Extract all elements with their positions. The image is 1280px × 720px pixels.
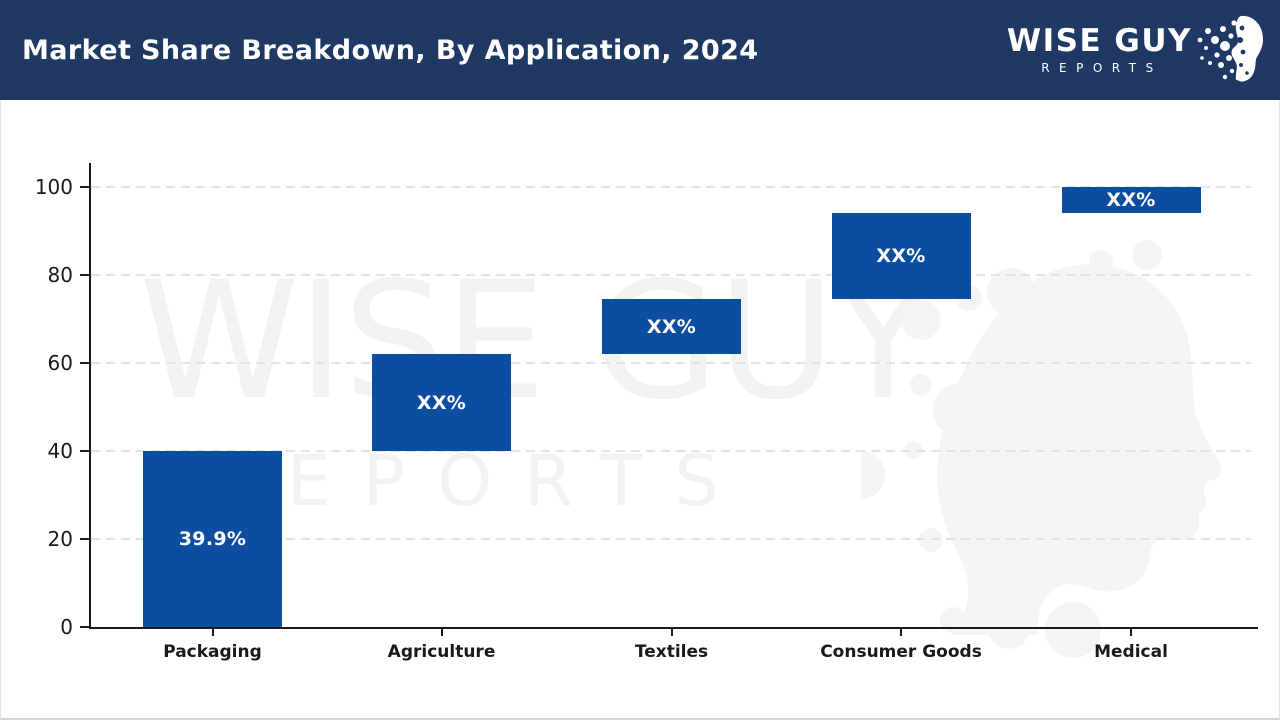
gridline: [91, 274, 1251, 276]
watermark-subtitle: REPORTS: [206, 440, 751, 522]
x-axis-category-label: Medical: [1094, 642, 1168, 662]
bar-value-label: 39.9%: [178, 528, 247, 551]
y-axis-tick-label: 60: [47, 351, 73, 375]
gridline: [91, 450, 1251, 452]
x-tick-mark: [900, 627, 902, 636]
logo-subtitle: REPORTS: [1041, 61, 1163, 75]
waterfall-bar: XX%: [1061, 187, 1201, 214]
x-axis-category-label: Packaging: [163, 642, 262, 662]
waterfall-bar: XX%: [602, 299, 741, 355]
y-tick-mark: [80, 450, 89, 452]
y-tick-mark: [80, 274, 89, 276]
bar-value-label: XX%: [646, 315, 697, 338]
wiseguy-logo-text: WISE GUY REPORTS: [1006, 23, 1192, 75]
y-axis-tick-label: 100: [34, 175, 73, 199]
bar-value-label: XX%: [1106, 189, 1156, 212]
bar-value-label: XX%: [416, 391, 467, 414]
bar-value-label: XX%: [876, 245, 926, 268]
plot-area: 0 20 40 60 80 100 39.9% Packaging XX% Agriculture…: [35, 163, 1258, 662]
y-tick-mark: [80, 362, 89, 364]
wiseguy-face-icon: [1197, 15, 1263, 82]
x-tick-mark: [440, 627, 443, 636]
x-tick-mark: [670, 627, 673, 636]
x-tick-mark: [211, 627, 214, 636]
gridline: [91, 538, 1251, 540]
watermark-wordmark: WISE GUY: [139, 248, 933, 436]
x-axis-category-label: Textiles: [634, 642, 709, 662]
y-axis-tick-label: 40: [47, 439, 73, 463]
header-bar: Market Share Breakdown, By Application, …: [0, 0, 1280, 100]
y-tick-mark: [80, 538, 89, 540]
y-axis-tick-label: 0: [60, 615, 73, 639]
logo-wordmark: WISE GUY: [1006, 23, 1192, 59]
chart-title: Market Share Breakdown, By Application, …: [22, 34, 759, 66]
x-axis-category-label: Consumer Goods: [820, 642, 982, 662]
x-axis-category-label: Agriculture: [387, 642, 496, 662]
wiseguy-logo: WISE GUY REPORTS: [1007, 13, 1266, 87]
y-axis-tick-label: 20: [47, 527, 73, 551]
gridline: [91, 186, 1251, 188]
y-axis-tick-label: 80: [47, 263, 73, 287]
face-watermark: [861, 240, 1222, 658]
waterfall-bar: XX%: [831, 213, 971, 300]
waterfall-bar: 39.9%: [143, 451, 282, 627]
chart-area: WISE GUY REPORTS 0 20 40 60 80 100 39.9% Packag…: [0, 100, 1280, 720]
y-tick-mark: [80, 626, 89, 628]
x-tick-mark: [1130, 627, 1132, 636]
gridline: [91, 362, 1251, 364]
y-tick-mark: [80, 186, 89, 188]
waterfall-bar: XX%: [372, 354, 511, 452]
